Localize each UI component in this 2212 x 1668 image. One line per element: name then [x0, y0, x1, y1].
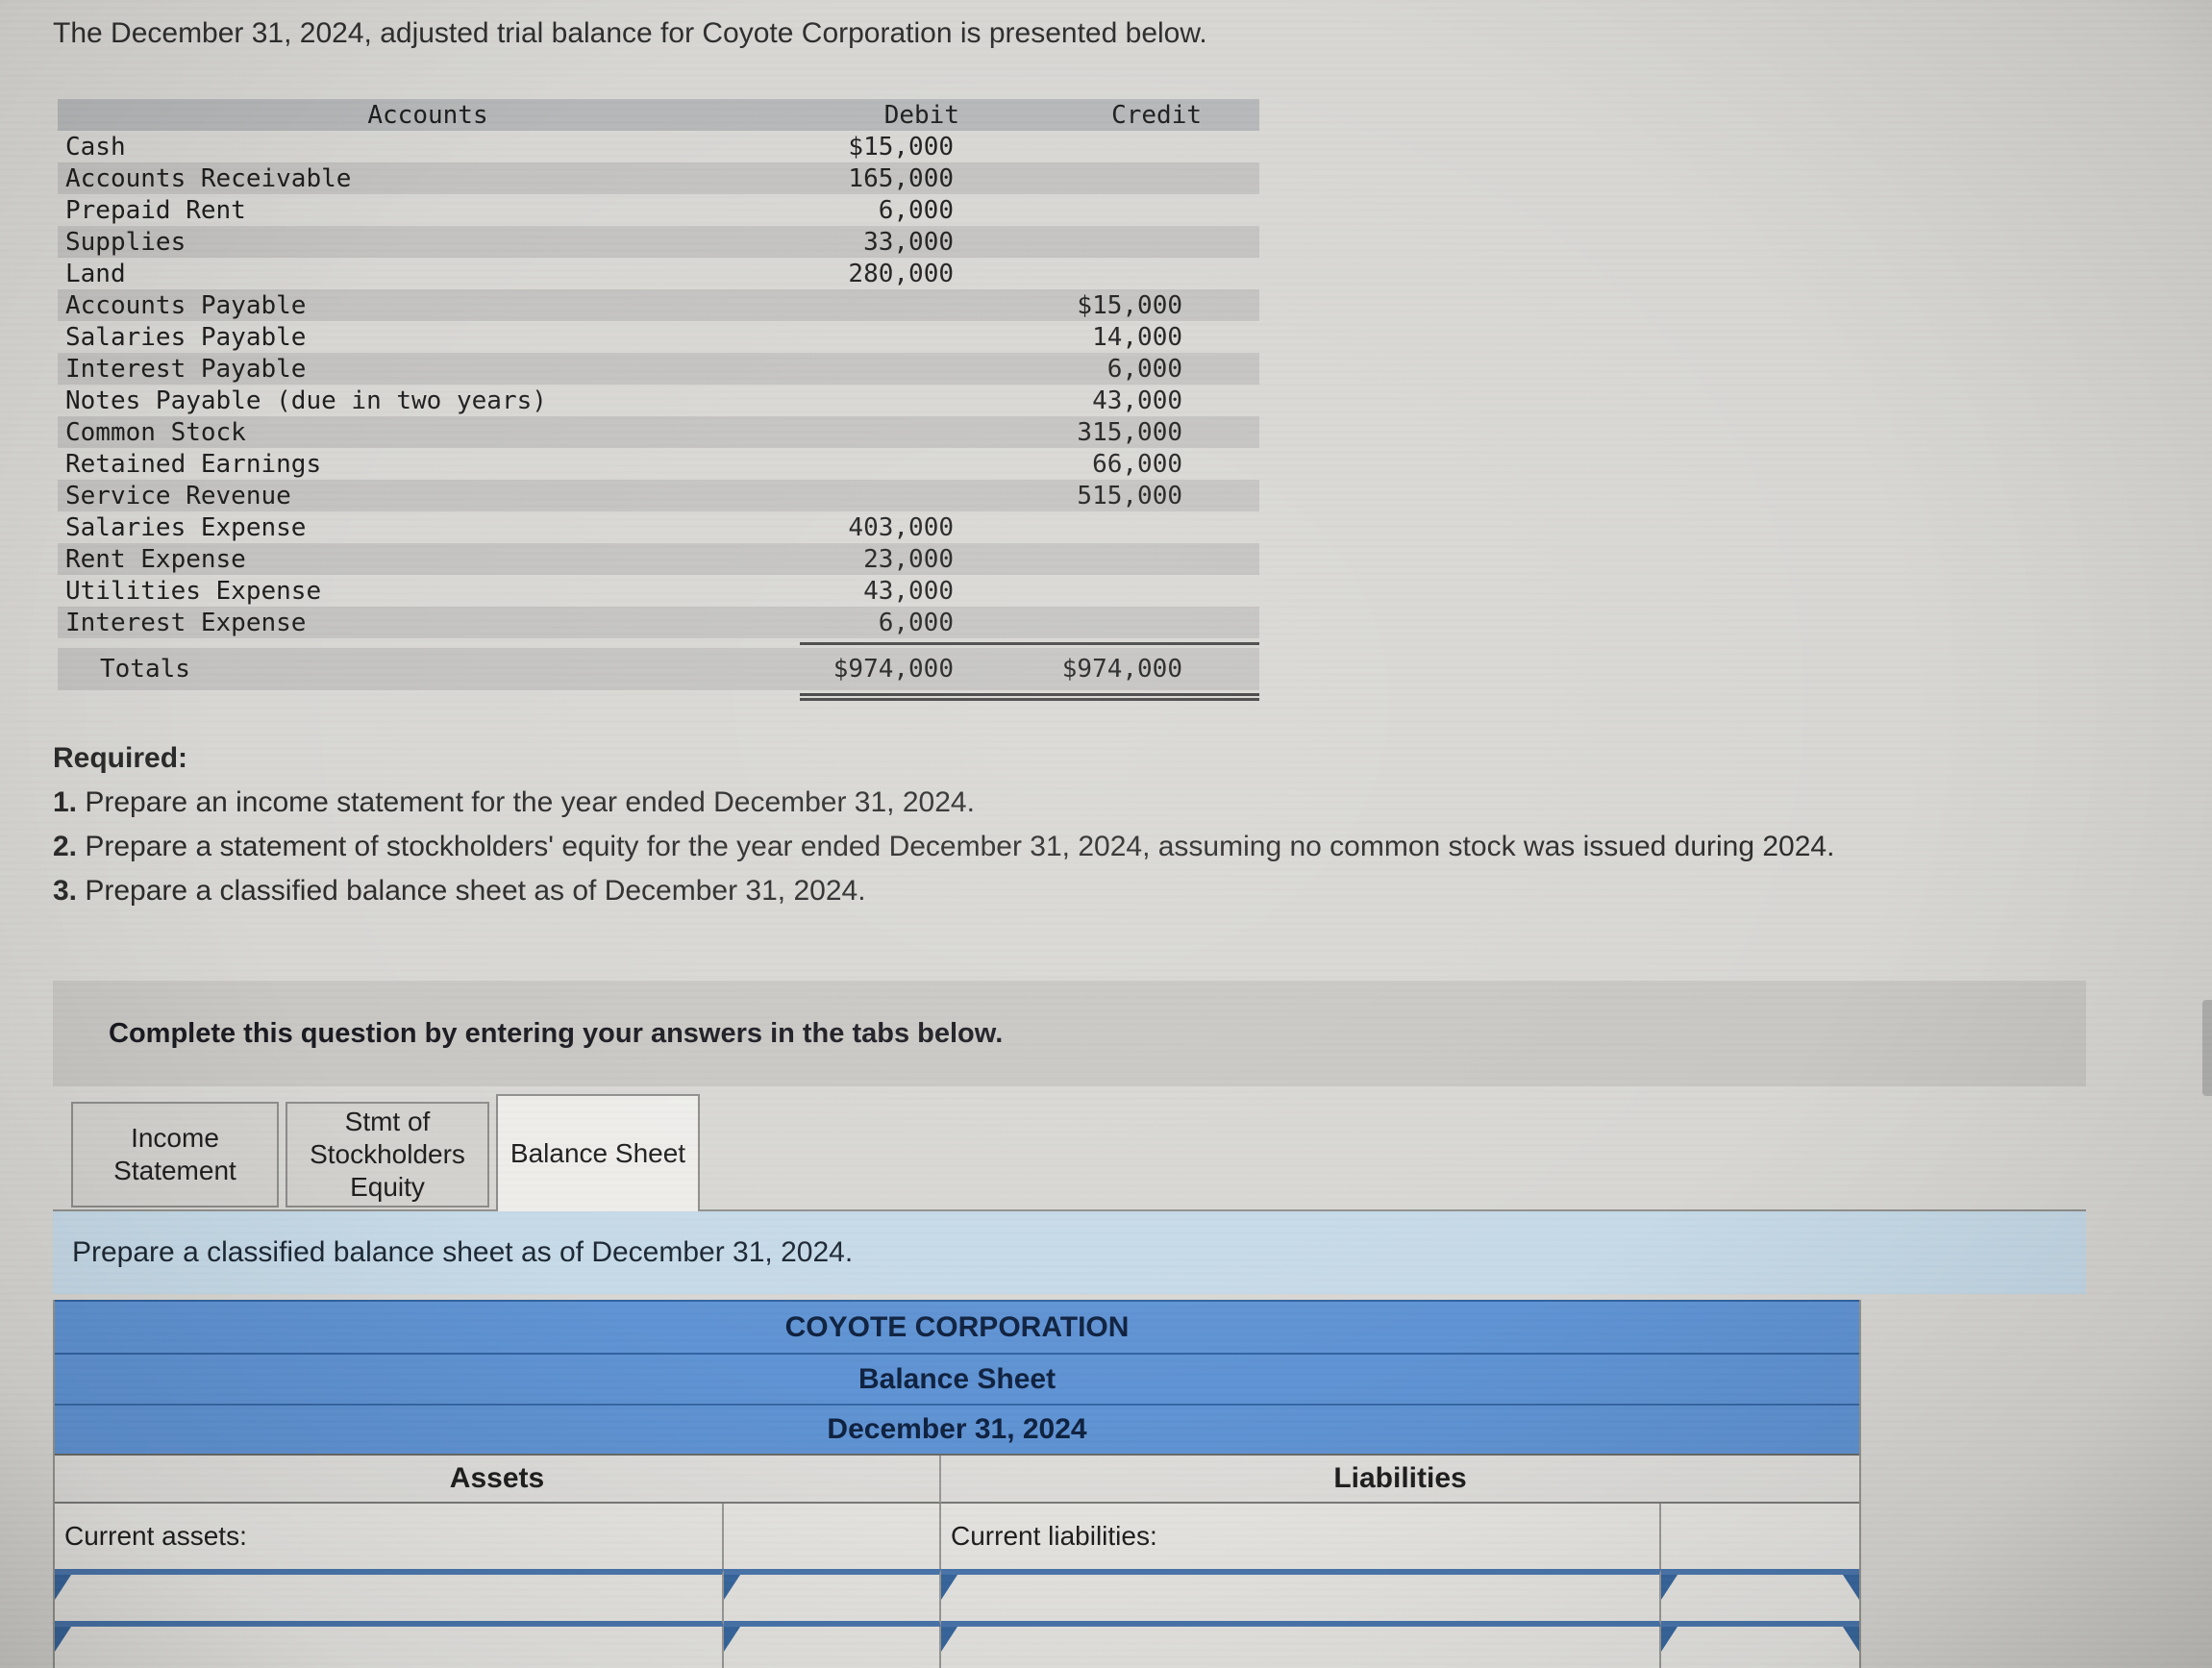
asset-account-select-cell[interactable]: [55, 1569, 724, 1627]
cell-flag-icon: [724, 1575, 740, 1600]
trial-balance-row: Prepaid Rent 6,000: [65, 195, 954, 225]
asset-account-select-cell[interactable]: [55, 1627, 724, 1668]
cell-flag-icon: [55, 1627, 71, 1652]
liability-account-select-cell[interactable]: [941, 1627, 1661, 1668]
trial-balance-row: Cash $15,000: [65, 132, 954, 162]
trial-balance-table: Accounts Debit Credit Cash $15,000 Accoun…: [58, 99, 1259, 704]
totals-double-rule: [58, 690, 1259, 704]
required-item-2: 2. Prepare a statement of stockholders' …: [53, 831, 1835, 862]
scrollbar-fragment[interactable]: [2202, 1000, 2212, 1096]
tab-stmt-of-stockholders-equity[interactable]: Stmt of Stockholders Equity: [286, 1102, 489, 1207]
cell-flag-icon: [941, 1627, 957, 1652]
cell-flag-icon: [941, 1575, 957, 1600]
intro-text: The December 31, 2024, adjusted trial ba…: [53, 17, 1207, 49]
trial-balance-row: Supplies 33,000: [58, 226, 1259, 258]
trial-balance-row: Interest Payable 6,000: [58, 353, 1259, 385]
liability-amount-input-cell[interactable]: [1661, 1569, 1860, 1627]
answer-row: [55, 1569, 1860, 1627]
complete-question-banner: Complete this question by entering your …: [53, 981, 2086, 1086]
tab-income-statement[interactable]: Income Statement: [71, 1102, 279, 1207]
balance-sheet-grid: COYOTE CORPORATION Balance Sheet Decembe…: [53, 1300, 1862, 1668]
cell-flag-icon: [724, 1627, 740, 1652]
cell-flag-icon: [1661, 1575, 1678, 1600]
required-section: Required: 1. Prepare an income statement…: [53, 736, 1966, 913]
company-name: COYOTE CORPORATION: [55, 1300, 1860, 1355]
asset-amount-input-cell[interactable]: [724, 1627, 941, 1668]
credit-column-header: Credit: [971, 99, 1259, 131]
trial-balance-totals-row: Totals $974,000 $974,000: [58, 648, 1259, 690]
trial-balance-row: Utilities Expense 43,000: [65, 576, 954, 606]
required-item-3: 3. Prepare a classified balance sheet as…: [53, 875, 866, 907]
section-label-row: Current assets: Current liabilities:: [55, 1504, 1859, 1569]
trial-balance-row: Rent Expense 23,000: [58, 543, 1259, 575]
instruction-bar: Prepare a classified balance sheet as of…: [53, 1209, 2086, 1294]
current-liabilities-amount-cell: [1661, 1504, 1859, 1569]
current-assets-amount-cell: [724, 1504, 941, 1569]
trial-balance-row: Retained Earnings 66,000: [65, 449, 1182, 479]
totals-label: Totals: [58, 648, 673, 690]
current-liabilities-label: Current liabilities:: [941, 1504, 1661, 1569]
totals-debit: $974,000: [673, 648, 971, 690]
trial-balance-row: Accounts Receivable 165,000: [58, 162, 1259, 194]
accounts-column-header: Accounts: [58, 99, 673, 131]
liability-amount-input-cell[interactable]: [1661, 1627, 1860, 1668]
trial-balance-row: Salaries Expense 403,000: [65, 512, 954, 542]
answer-row: [55, 1627, 1860, 1668]
cell-flag-icon: [1661, 1627, 1678, 1652]
assets-liabilities-header-row: Assets Liabilities: [55, 1456, 1860, 1504]
trial-balance-row: Interest Expense 6,000: [58, 607, 1259, 638]
cell-flag-icon: [55, 1575, 71, 1600]
liabilities-header: Liabilities: [941, 1456, 1860, 1504]
trial-balance-header-row: Accounts Debit Credit: [58, 99, 1259, 131]
cell-flag-icon: [1843, 1627, 1860, 1652]
statement-date: December 31, 2024: [55, 1406, 1860, 1456]
debit-column-header: Debit: [673, 99, 971, 131]
trial-balance-row: Salaries Payable 14,000: [65, 322, 1182, 352]
balance-sheet-date-row: December 31, 2024: [55, 1406, 1860, 1456]
trial-balance-row: Service Revenue 515,000: [58, 480, 1259, 511]
trial-balance-row: Notes Payable (due in two years) 43,000: [65, 386, 1182, 415]
required-title: Required:: [53, 742, 188, 774]
required-item-1: 1. Prepare an income statement for the y…: [53, 786, 975, 818]
totals-credit: $974,000: [971, 648, 1259, 690]
trial-balance-row: Accounts Payable $15,000: [58, 289, 1259, 321]
cell-flag-icon: [1843, 1575, 1860, 1600]
balance-sheet-title-row: Balance Sheet: [55, 1355, 1860, 1406]
trial-balance-row: Common Stock 315,000: [58, 416, 1259, 448]
current-assets-label: Current assets:: [55, 1504, 724, 1569]
tab-balance-sheet[interactable]: Balance Sheet: [496, 1094, 700, 1211]
balance-sheet-company-row: COYOTE CORPORATION: [55, 1300, 1860, 1355]
totals-top-rule: [58, 638, 1259, 648]
trial-balance-row: Land 280,000: [65, 259, 954, 288]
assets-header: Assets: [55, 1456, 941, 1504]
liability-account-select-cell[interactable]: [941, 1569, 1661, 1627]
statement-title: Balance Sheet: [55, 1355, 1860, 1406]
asset-amount-input-cell[interactable]: [724, 1569, 941, 1627]
